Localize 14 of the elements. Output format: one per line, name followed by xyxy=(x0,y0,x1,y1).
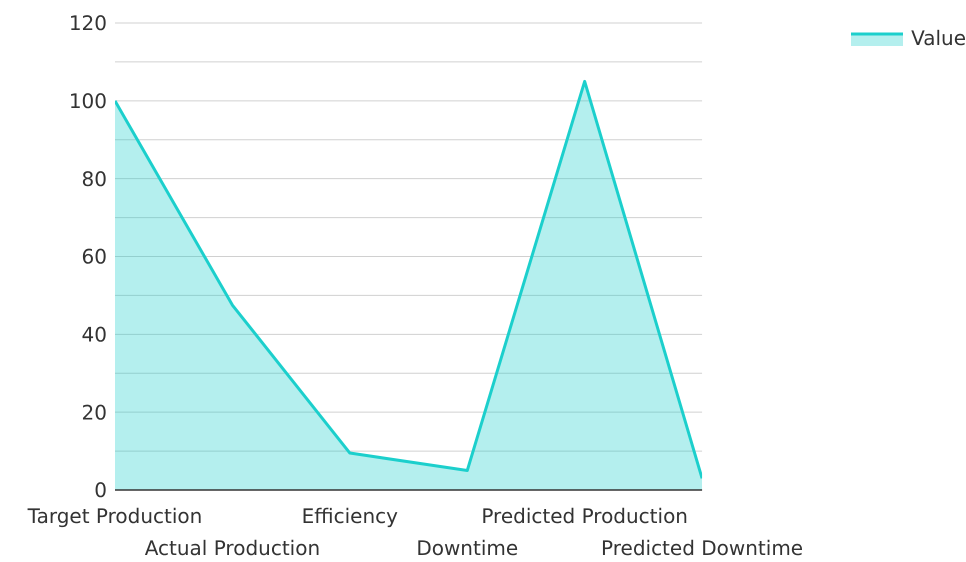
y-tick-label: 120 xyxy=(68,11,107,36)
legend-label: Value xyxy=(911,26,966,50)
x-tick-label: Downtime xyxy=(416,536,518,560)
x-tick-label: Predicted Production xyxy=(481,504,688,528)
y-tick-label: 80 xyxy=(82,166,107,191)
x-tick-label: Efficiency xyxy=(302,504,398,528)
x-tick-label: Predicted Downtime xyxy=(601,536,804,560)
y-tick-label: 20 xyxy=(82,400,107,424)
y-tick-label: 100 xyxy=(68,88,107,113)
x-tick-label: Target Production xyxy=(26,504,202,528)
y-tick-label: 0 xyxy=(94,478,107,502)
y-tick-label: 40 xyxy=(82,322,107,346)
x-tick-label: Actual Production xyxy=(144,536,320,560)
y-tick-label: 60 xyxy=(82,244,107,269)
